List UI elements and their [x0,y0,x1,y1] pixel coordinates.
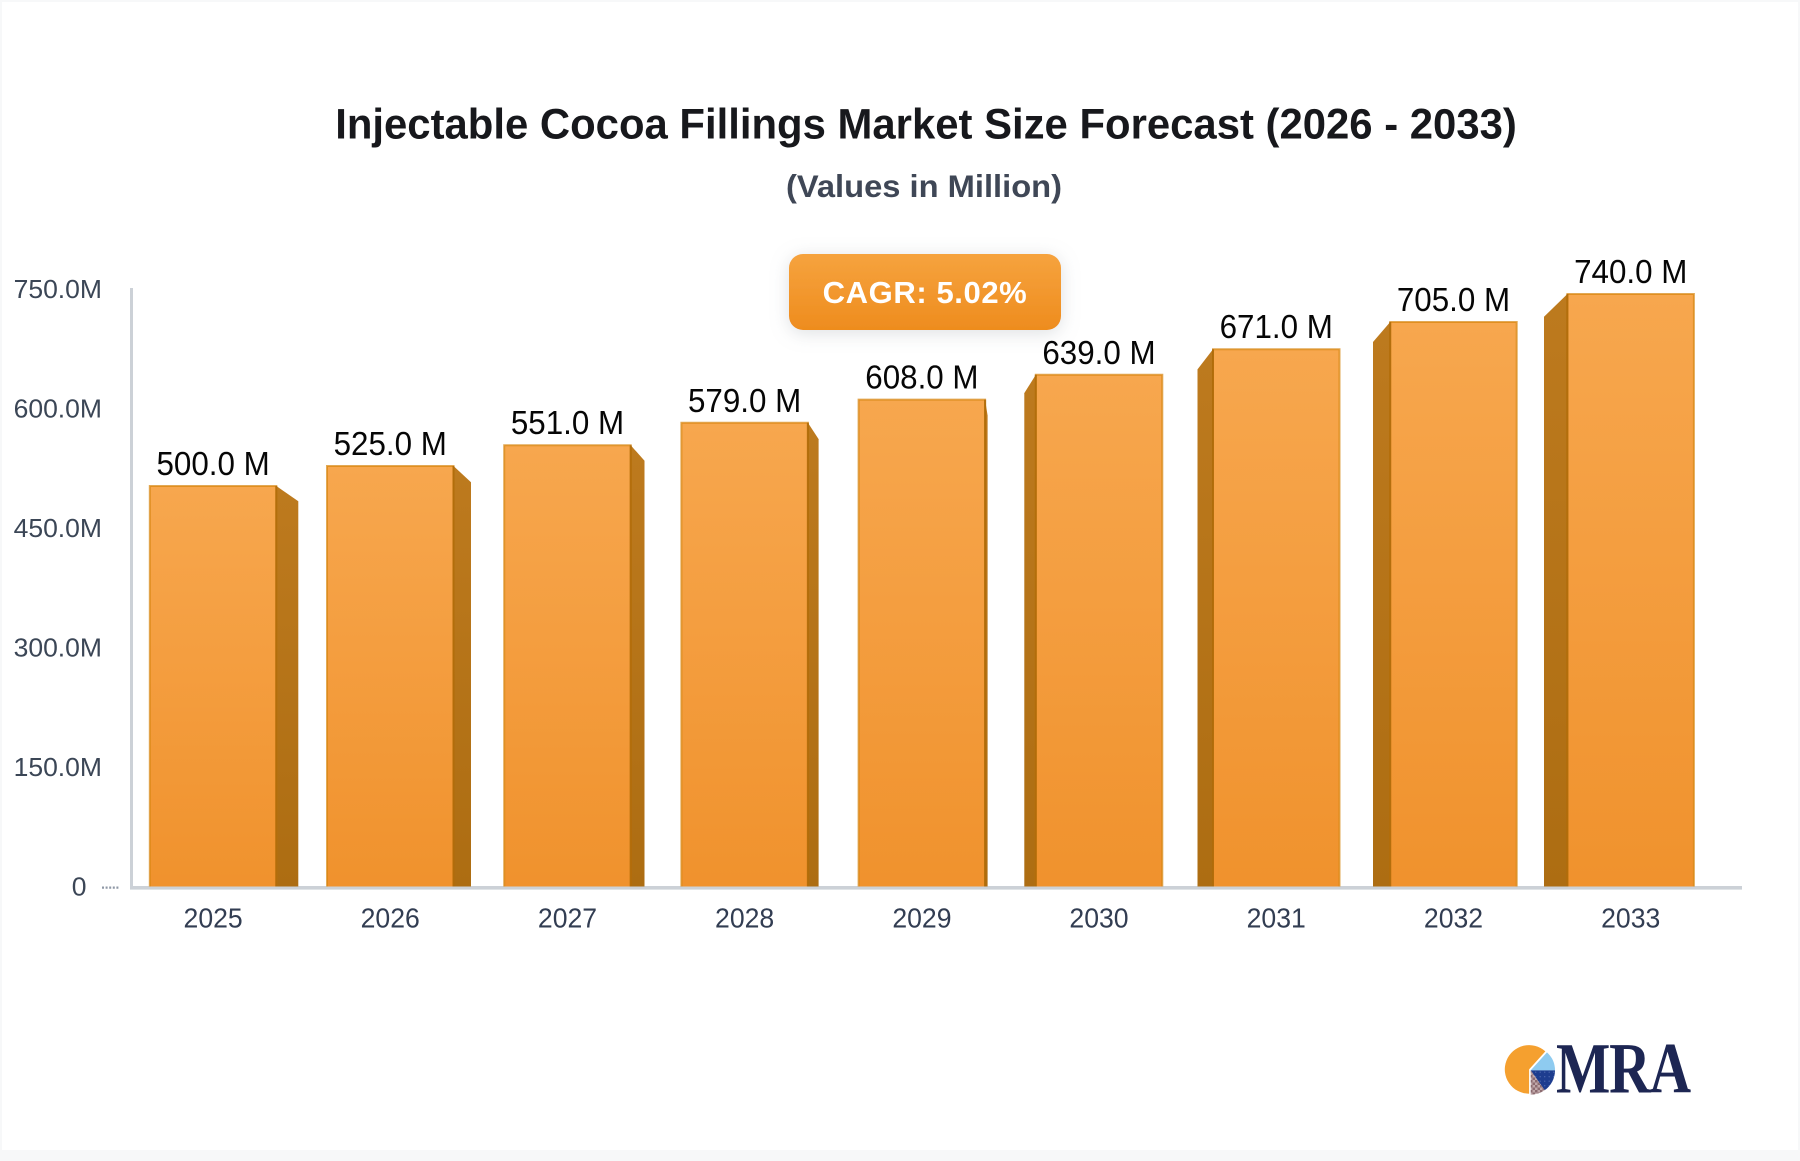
svg-text:300.0M: 300.0M [14,633,102,662]
svg-text:(Values in Million): (Values in Million) [786,169,1062,204]
svg-text:2032: 2032 [1424,902,1483,934]
svg-text:639.0 M: 639.0 M [1042,334,1155,371]
svg-text:671.0 M: 671.0 M [1220,308,1333,345]
svg-text:608.0 M: 608.0 M [865,359,978,396]
svg-text:740.0 M: 740.0 M [1574,253,1687,290]
svg-text:2026: 2026 [361,902,420,934]
svg-text:579.0 M: 579.0 M [688,382,801,419]
svg-text:2027: 2027 [538,902,597,934]
svg-text:450.0M: 450.0M [14,514,102,543]
svg-text:0: 0 [72,872,87,901]
svg-text:2028: 2028 [715,902,774,934]
svg-text:150.0M: 150.0M [14,752,102,781]
svg-text:2031: 2031 [1247,902,1306,934]
svg-text:600.0M: 600.0M [14,394,102,423]
svg-text:500.0 M: 500.0 M [156,445,269,482]
svg-text:2025: 2025 [184,902,243,934]
svg-text:2029: 2029 [892,902,951,934]
svg-text:MRA: MRA [1556,1030,1691,1110]
svg-text:525.0 M: 525.0 M [334,425,447,462]
svg-text:750.0M: 750.0M [14,275,102,304]
svg-text:CAGR: 5.02%: CAGR: 5.02% [823,275,1028,310]
svg-text:Injectable Cocoa Fillings Mark: Injectable Cocoa Fillings Market Size Fo… [335,100,1517,147]
svg-text:705.0 M: 705.0 M [1397,281,1510,318]
svg-text:2033: 2033 [1601,902,1660,934]
svg-text:2030: 2030 [1069,902,1128,934]
svg-text:551.0 M: 551.0 M [511,404,624,441]
